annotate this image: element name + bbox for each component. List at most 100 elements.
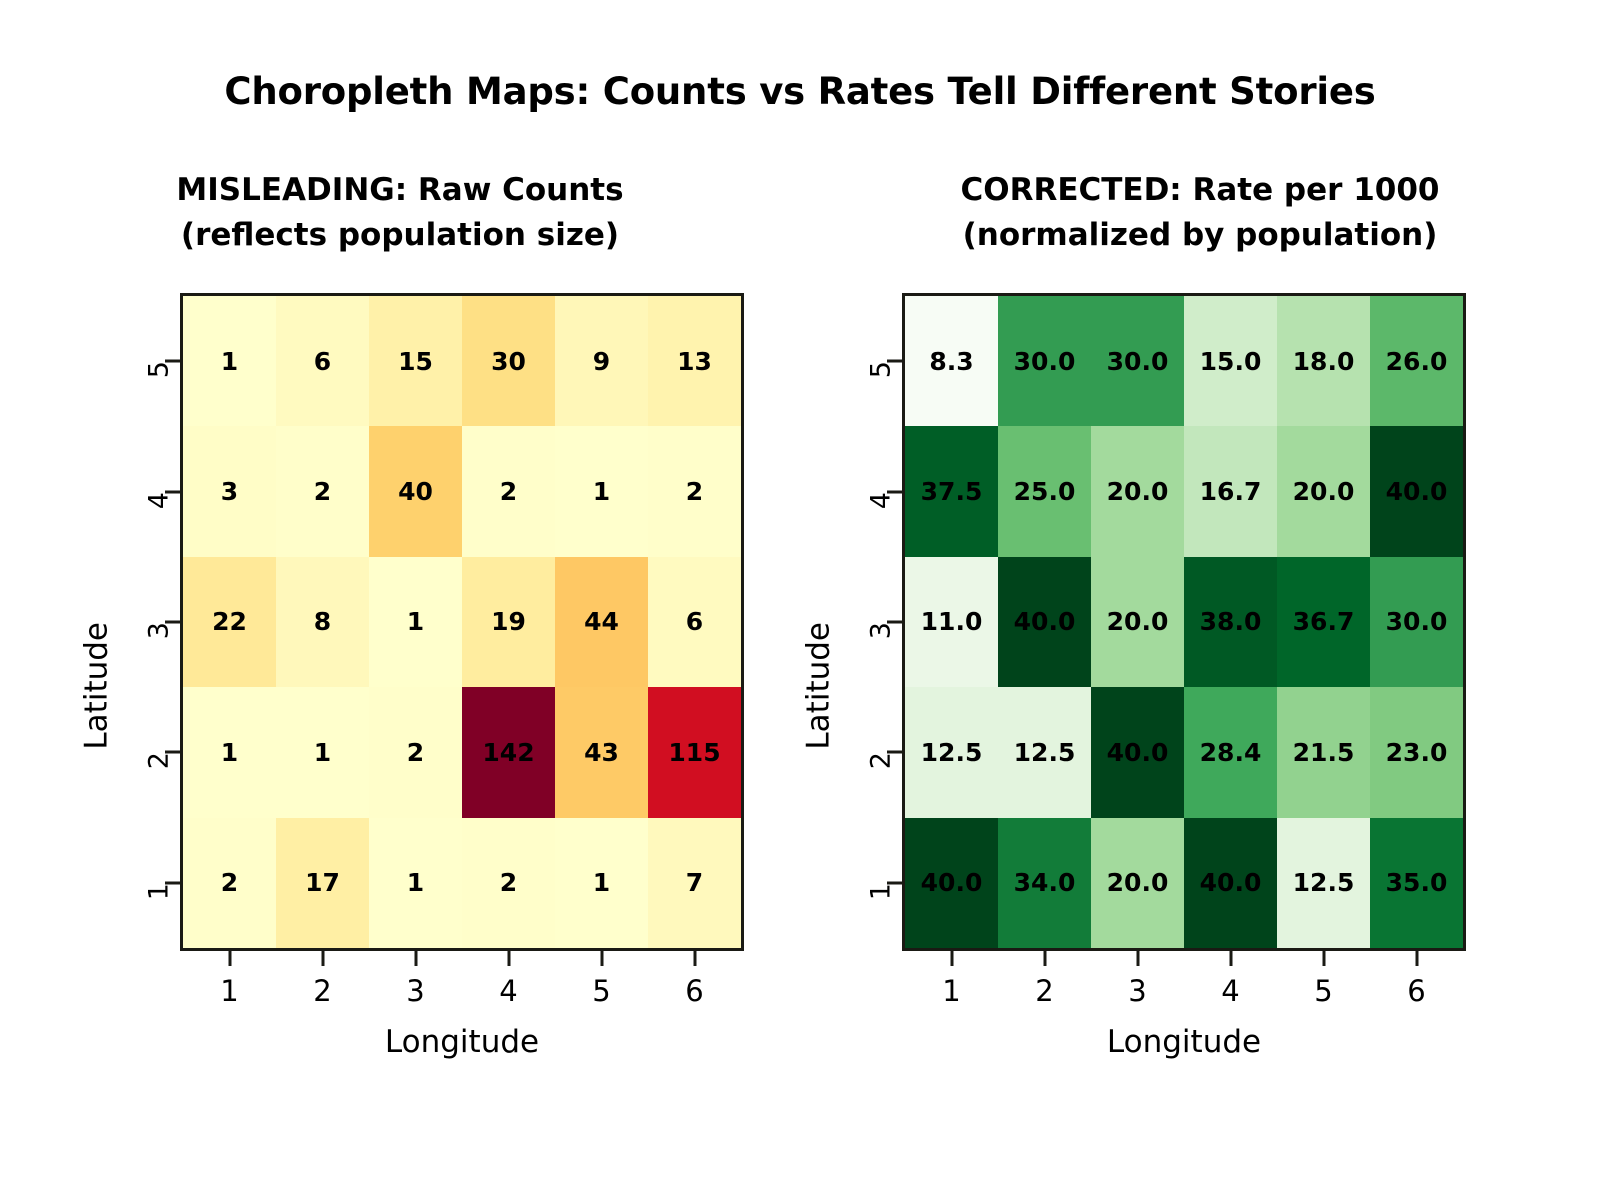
y-axis-tick-label: 3 [865,622,897,640]
x-axis-tick-label: 5 [592,974,611,1008]
heatmap-cell-value: 44 [584,607,619,637]
heatmap-cell: 1 [555,817,648,948]
x-axis-tick [321,948,324,966]
y-axis-tick [887,359,905,363]
heatmap-cell-value: 9 [592,346,611,376]
heatmap-cell-value: 40.0 [1199,868,1262,898]
heatmap-cell: 40 [369,426,462,557]
heatmap-cell: 30.0 [1091,296,1184,427]
heatmap-cell: 40.0 [1370,426,1463,557]
y-axis-tick-label: 5 [143,361,175,379]
x-axis-tick [1415,948,1418,966]
heatmap-cell: 2 [369,687,462,818]
heatmap-cell: 2 [462,817,555,948]
x-axis-tick [1229,948,1232,966]
panel-title-rate-per-1000: CORRECTED: Rate per 1000 (normalized by … [960,172,1440,253]
heatmap-cell: 40.0 [1091,687,1184,818]
y-axis-tick-label: 4 [865,491,897,509]
heatmap-cell-value: 20.0 [1106,868,1169,898]
heatmap-cell: 28.4 [1184,687,1277,818]
heatmap-cell: 30.0 [998,296,1091,427]
heatmap-cell-value: 30.0 [1385,607,1448,637]
heatmap-cell: 35.0 [1370,817,1463,948]
x-axis-tick [414,948,417,966]
y-axis-tick [165,490,183,494]
heatmap-cell-value: 23.0 [1385,737,1448,767]
heatmap-cell-value: 2 [220,868,239,898]
heatmap-cell-value: 7 [685,868,704,898]
heatmap-cell: 2 [648,426,741,557]
x-axis-tick [693,948,696,966]
heatmap-cell-value: 1 [220,346,239,376]
heatmap-cell-value: 43 [584,737,619,767]
heatmap-cell-value: 1 [220,737,239,767]
y-axis-tick [165,881,183,885]
heatmap-cell-value: 3 [220,477,239,507]
heatmap-cell-value: 22 [212,607,247,637]
heatmap-cell: 1 [183,687,276,818]
heatmap-cell-value: 1 [406,868,425,898]
x-axis-tick-label: 5 [1314,974,1333,1008]
heatmap-grid-raw-counts: 1 6 15 30 9 13 3 2 40 2 1 2 22 8 1 19 44 6 1 1 2 142 43 115 2 17 1… [183,296,741,948]
heatmap-cell: 22 [183,556,276,688]
heatmap-cell: 30.0 [1370,556,1463,688]
heatmap-axes-rate-per-1000: 8.3 30.0 30.0 15.0 18.0 26.0 37.5 25.0 20.0 16.7 2… [801,293,1466,1060]
heatmap-cell: 6 [276,296,369,427]
heatmap-cell-value: 6 [685,607,704,637]
heatmap-cell: 44 [555,556,648,688]
heatmap-axes-raw-counts: 1 6 15 30 9 13 3 2 40 2 1 2 22 8 1 19 44 6 1 1 2 142 43 115 2 17 1… [79,293,744,1060]
heatmap-cell: 34.0 [998,817,1091,948]
y-axis-tick-label: 1 [143,882,175,900]
heatmap-cell-value: 15.0 [1199,346,1262,376]
heatmap-cell: 2 [183,817,276,948]
heatmap-cell: 19 [462,556,555,688]
heatmap-cell: 8.3 [905,296,998,427]
heatmap-cell-value: 26.0 [1385,346,1448,376]
heatmap-cell-value: 2 [313,477,332,507]
y-axis-tick [165,620,183,624]
x-axis-tick [950,948,953,966]
heatmap-cell-value: 2 [685,477,704,507]
heatmap-cell-value: 15 [398,346,433,376]
heatmap-cell: 25.0 [998,426,1091,557]
heatmap-cell-value: 2 [499,477,518,507]
heatmap-cell-value: 30 [491,346,526,376]
heatmap-cell-value: 30.0 [1106,346,1169,376]
heatmap-cell: 40.0 [998,556,1091,688]
heatmap-cell: 142 [462,687,555,818]
x-axis-label-raw-counts: Longitude [384,1024,540,1060]
heatmap-cell-value: 12.5 [1292,868,1355,898]
y-axis-tick [165,359,183,363]
heatmap-cell-value: 142 [482,737,535,767]
y-axis-tick-label: 3 [143,622,175,640]
heatmap-cell-value: 2 [499,868,518,898]
heatmap-cell: 30 [462,296,555,427]
heatmap-cell: 1 [276,687,369,818]
heatmap-cell-value: 40.0 [1106,737,1169,767]
heatmap-cell: 40.0 [905,817,998,948]
heatmap-cell-value: 17 [305,868,340,898]
y-axis-tick [887,881,905,885]
x-axis-tick [600,948,603,966]
heatmap-cell: 3 [183,426,276,557]
heatmap-cell: 15 [369,296,462,427]
x-axis-tick [1136,948,1139,966]
heatmap-cell-value: 1 [313,737,332,767]
heatmap-cell: 23.0 [1370,687,1463,818]
heatmap-cell: 9 [555,296,648,427]
heatmap-cell: 40.0 [1184,817,1277,948]
heatmap-cell-value: 35.0 [1385,868,1448,898]
heatmap-cell-value: 8.3 [929,346,974,376]
heatmap-cell-value: 25.0 [1013,477,1076,507]
heatmap-cell: 2 [462,426,555,557]
heatmap-cell-value: 12.5 [1013,737,1076,767]
heatmap-cell-value: 20.0 [1292,477,1355,507]
heatmap-cell: 13 [648,296,741,427]
heatmap-cell: 21.5 [1277,687,1370,818]
heatmap-cell: 2 [276,426,369,557]
y-axis-tick [165,750,183,754]
heatmap-cell-value: 11.0 [920,607,983,637]
heatmap-cell: 38.0 [1184,556,1277,688]
y-axis-tick-label: 2 [143,752,175,770]
heatmap-cell-value: 40 [398,477,433,507]
